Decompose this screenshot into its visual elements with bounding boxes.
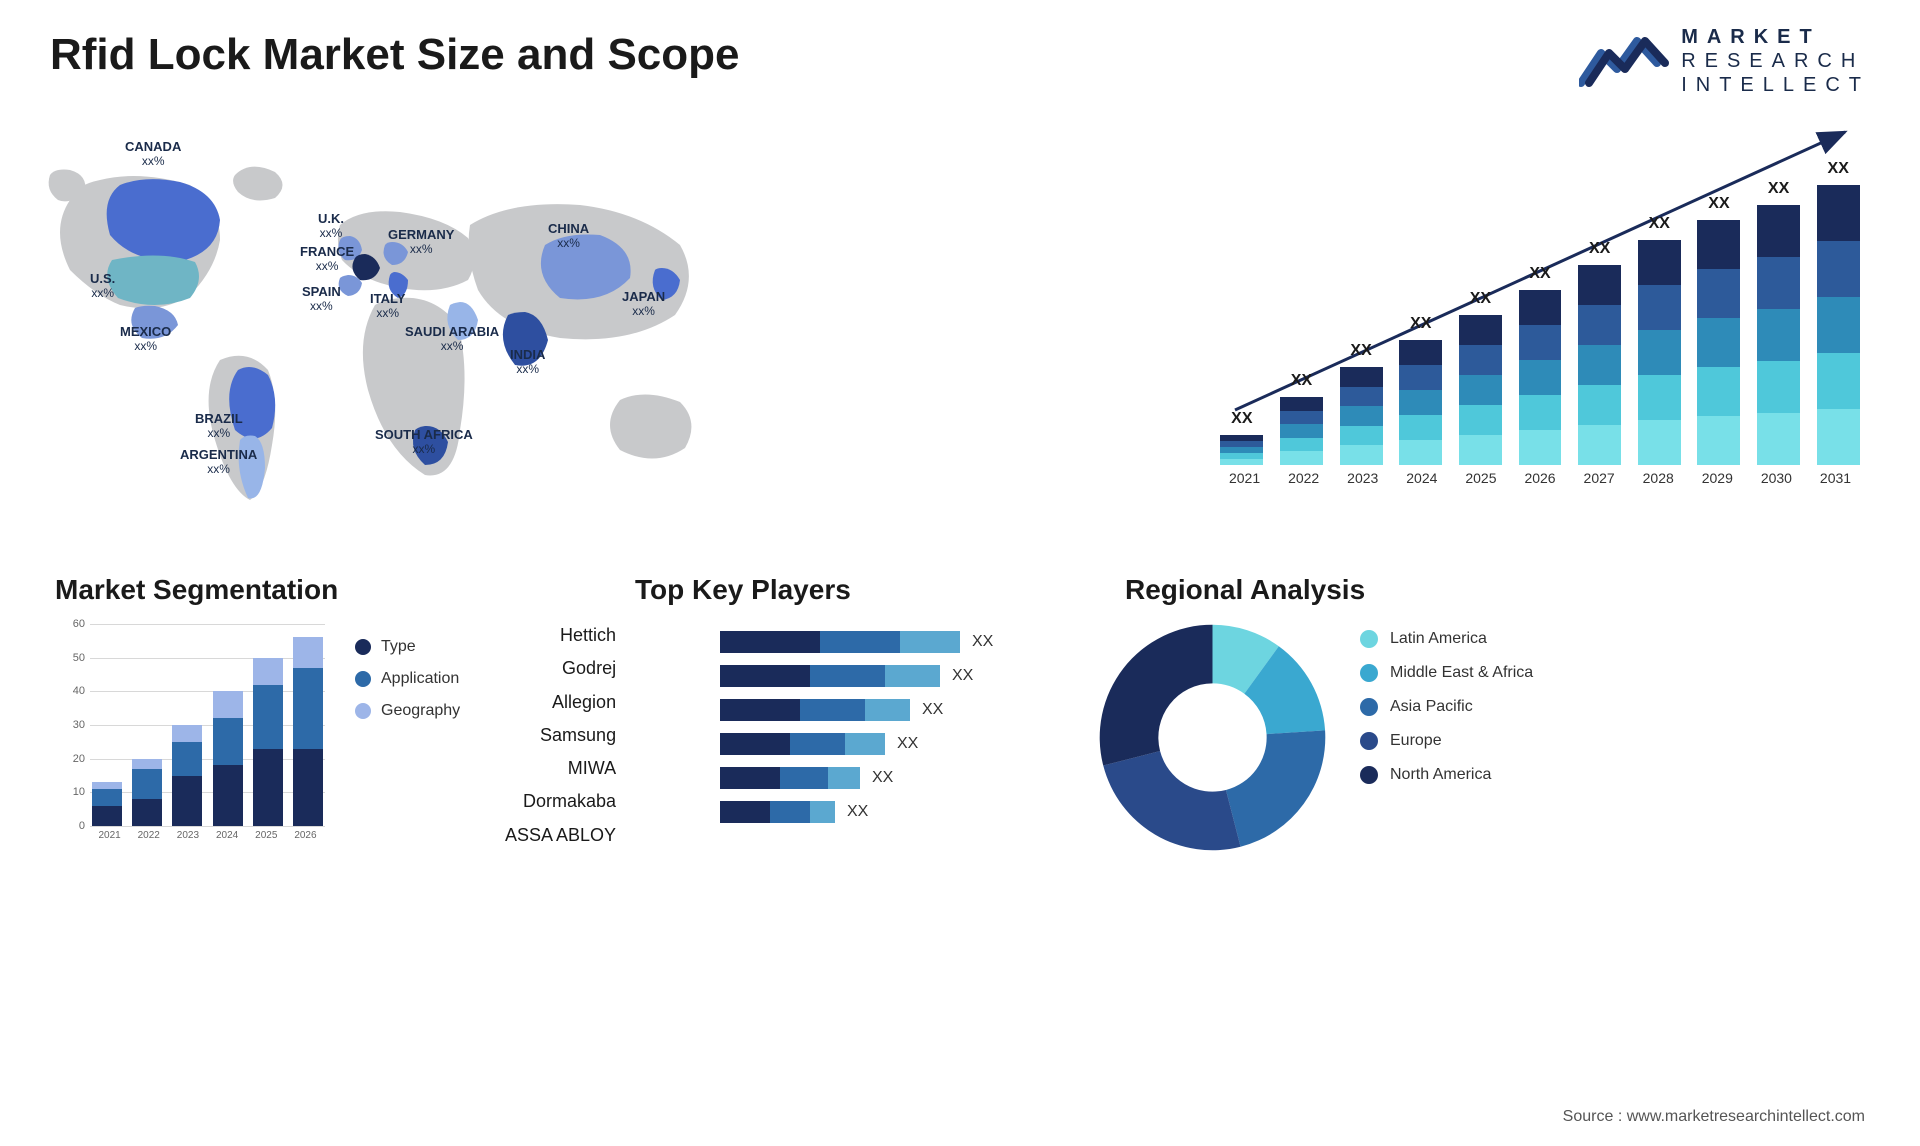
seg-bar bbox=[213, 691, 243, 826]
regional-donut-chart bbox=[1095, 620, 1330, 855]
key-players-bar-chart: XX XX XX XX XX XX bbox=[720, 629, 1050, 833]
seg-x-label: 2023 bbox=[168, 830, 207, 844]
regional-legend-item: Europe bbox=[1360, 732, 1533, 750]
seg-y-tick: 40 bbox=[65, 685, 85, 697]
main-bar: XX bbox=[1513, 290, 1567, 465]
brand-logo: MARKET RESEARCH INTELLECT bbox=[1579, 25, 1870, 97]
seg-y-tick: 30 bbox=[65, 719, 85, 731]
main-bar: XX bbox=[1215, 435, 1269, 465]
page-title: Rfid Lock Market Size and Scope bbox=[50, 30, 740, 80]
main-bar: XX bbox=[1573, 265, 1627, 465]
segmentation-legend: Type Application Geography bbox=[355, 638, 460, 734]
logo-mark-icon bbox=[1579, 29, 1669, 94]
main-x-label: 2028 bbox=[1629, 470, 1688, 490]
player-bar-row: XX bbox=[720, 765, 1050, 791]
donut-slice bbox=[1103, 751, 1240, 850]
player-bar-row: XX bbox=[720, 799, 1050, 825]
logo-text: MARKET RESEARCH INTELLECT bbox=[1681, 25, 1870, 97]
donut-slice bbox=[1226, 730, 1325, 846]
player-name: Godrej bbox=[505, 652, 616, 685]
main-bar: XX bbox=[1692, 220, 1746, 465]
segmentation-stacked-bar-chart: 0102030405060 202120222023202420252026 bbox=[65, 624, 325, 844]
seg-x-label: 2021 bbox=[90, 830, 129, 844]
main-bar: XX bbox=[1811, 185, 1865, 465]
main-bar: XX bbox=[1632, 240, 1686, 465]
main-x-label: 2024 bbox=[1392, 470, 1451, 490]
regional-title: Regional Analysis bbox=[1125, 574, 1365, 606]
player-bar-row: XX bbox=[720, 663, 1050, 689]
player-name: Samsung bbox=[505, 719, 616, 752]
seg-legend-item: Type bbox=[355, 638, 460, 656]
seg-x-label: 2025 bbox=[247, 830, 286, 844]
main-x-label: 2022 bbox=[1274, 470, 1333, 490]
seg-bar bbox=[92, 782, 122, 826]
player-bar-row: XX bbox=[720, 629, 1050, 655]
seg-bar bbox=[172, 725, 202, 826]
main-x-label: 2029 bbox=[1688, 470, 1747, 490]
main-x-label: 2031 bbox=[1806, 470, 1865, 490]
seg-y-tick: 50 bbox=[65, 652, 85, 664]
regional-legend-item: Asia Pacific bbox=[1360, 698, 1533, 716]
player-name: Allegion bbox=[505, 686, 616, 719]
regional-legend-item: Latin America bbox=[1360, 630, 1533, 648]
seg-y-tick: 20 bbox=[65, 753, 85, 765]
key-players-section: Top Key Players bbox=[635, 574, 1075, 624]
regional-analysis-section: Regional Analysis bbox=[1125, 574, 1365, 624]
player-name: ASSA ABLOY bbox=[505, 819, 616, 852]
main-bar: XX bbox=[1752, 205, 1806, 465]
seg-bar bbox=[293, 637, 323, 826]
player-name: Hettich bbox=[505, 619, 616, 652]
main-bar: XX bbox=[1454, 315, 1508, 465]
main-x-label: 2027 bbox=[1570, 470, 1629, 490]
player-bar-row: XX bbox=[720, 731, 1050, 757]
regional-legend: Latin America Middle East & Africa Asia Pa… bbox=[1360, 630, 1533, 800]
seg-x-label: 2024 bbox=[208, 830, 247, 844]
seg-bar bbox=[132, 759, 162, 826]
seg-legend-item: Geography bbox=[355, 702, 460, 720]
seg-x-label: 2026 bbox=[286, 830, 325, 844]
main-x-label: 2025 bbox=[1451, 470, 1510, 490]
market-size-bar-chart: XXXXXXXXXXXXXXXXXXXXXX 20212022202320242… bbox=[1215, 150, 1865, 490]
regional-legend-item: Middle East & Africa bbox=[1360, 664, 1533, 682]
player-name: Dormakaba bbox=[505, 785, 616, 818]
seg-y-tick: 0 bbox=[65, 820, 85, 832]
segmentation-title: Market Segmentation bbox=[55, 574, 465, 606]
regional-legend-item: North America bbox=[1360, 766, 1533, 784]
key-players-title: Top Key Players bbox=[635, 574, 1075, 606]
player-bar-row: XX bbox=[720, 697, 1050, 723]
main-bar: XX bbox=[1334, 367, 1388, 465]
seg-legend-item: Application bbox=[355, 670, 460, 688]
donut-slice bbox=[1100, 625, 1213, 766]
main-bar: XX bbox=[1275, 397, 1329, 465]
main-bar: XX bbox=[1394, 340, 1448, 465]
player-name: MIWA bbox=[505, 752, 616, 785]
main-x-label: 2030 bbox=[1747, 470, 1806, 490]
main-x-label: 2021 bbox=[1215, 470, 1274, 490]
key-players-list: HettichGodrejAllegionSamsungMIWADormakab… bbox=[505, 619, 616, 852]
source-attribution: Source : www.marketresearchintellect.com bbox=[1563, 1108, 1865, 1126]
seg-x-label: 2022 bbox=[129, 830, 168, 844]
seg-y-tick: 60 bbox=[65, 618, 85, 630]
seg-y-tick: 10 bbox=[65, 786, 85, 798]
seg-bar bbox=[253, 658, 283, 826]
main-x-label: 2023 bbox=[1333, 470, 1392, 490]
world-map: CANADAxx%U.S.xx%MEXICOxx%BRAZILxx%ARGENT… bbox=[40, 130, 760, 520]
main-x-label: 2026 bbox=[1510, 470, 1569, 490]
